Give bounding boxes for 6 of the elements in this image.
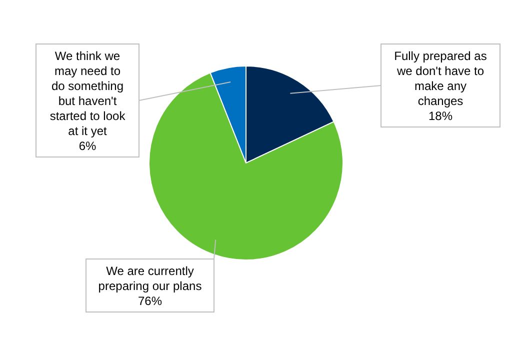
data-label: 18% [428,109,453,123]
slice-label: We are currently preparing our plans [98,264,202,293]
data-label: 6% [78,139,96,153]
data-label: 76% [138,294,162,308]
slice-label: We think we may need to do something but haven't started to look at it yet [50,49,126,138]
slice-label: Fully prepared as we don't have to make any changes [394,49,487,108]
